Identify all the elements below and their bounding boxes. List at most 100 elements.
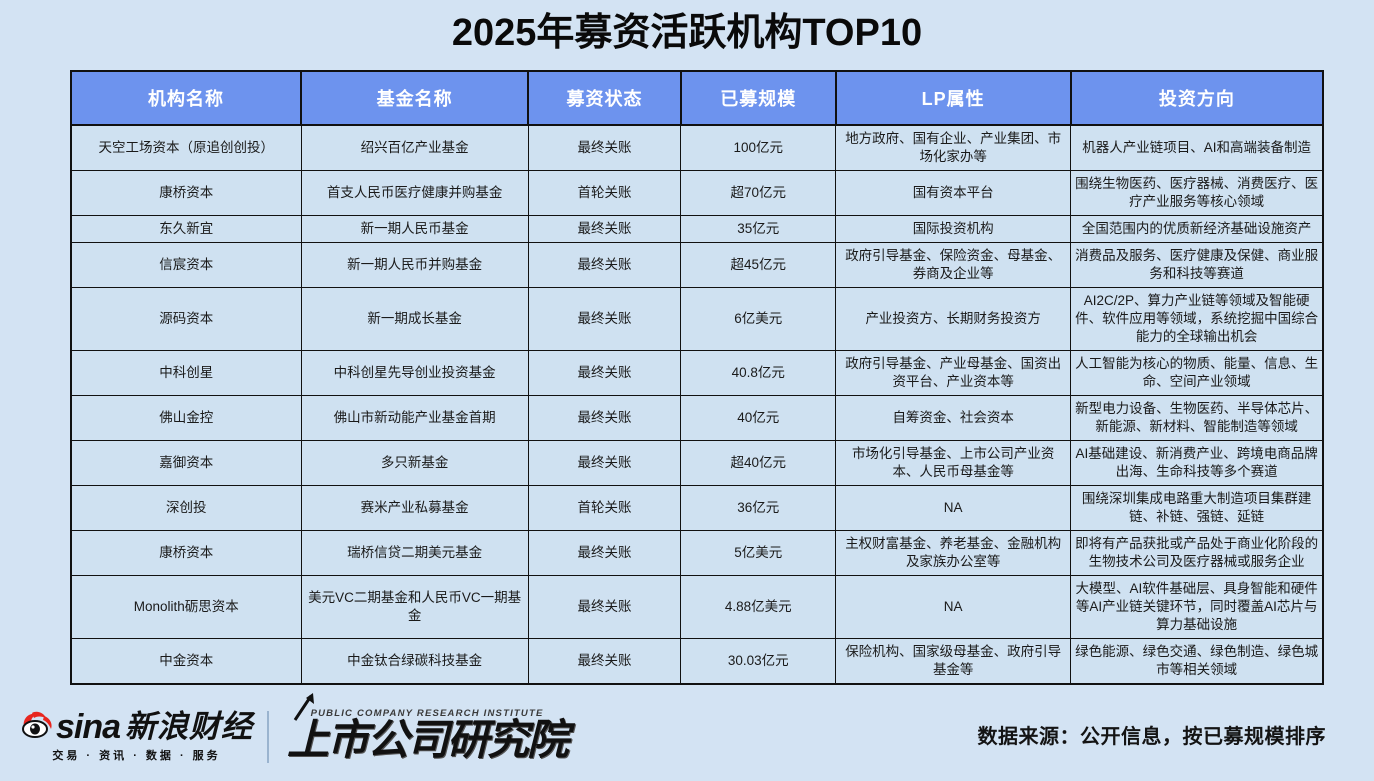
cell-institution: 中金资本 [70, 638, 302, 685]
cell-status: 最终关账 [527, 575, 682, 639]
cell-fund: 新一期人民币基金 [300, 215, 529, 243]
table-row: 信宸资本 新一期人民币并购基金 最终关账 超45亿元 政府引导基金、保险资金、母基金、券… [70, 242, 1324, 288]
cell-scale: 超40亿元 [680, 440, 837, 486]
cell-status: 最终关账 [527, 350, 682, 396]
cell-direction: 大模型、AI软件基础层、具身智能和硬件等AI产业链关键环节，同时覆盖AI芯片与算… [1070, 575, 1324, 639]
cell-lp: 政府引导基金、产业母基金、国资出资平台、产业资本等 [835, 350, 1072, 396]
ranking-table-container: 机构名称 基金名称 募资状态 已募规模 LP属性 投资方向 天空工场资本（原追创… [69, 70, 1325, 685]
cell-fund: 美元VC二期基金和人民币VC一期基金 [300, 575, 529, 639]
cell-scale: 40.8亿元 [680, 350, 837, 396]
cell-institution: 源码资本 [70, 287, 302, 351]
cell-fund: 多只新基金 [300, 440, 529, 486]
table-row: 嘉御资本 多只新基金 最终关账 超40亿元 市场化引导基金、上市公司产业资本、人民币母基… [70, 440, 1324, 486]
page-title: 2025年募资活跃机构TOP10 [451, 12, 923, 54]
cell-scale: 35亿元 [680, 215, 837, 243]
cell-institution: 中科创星 [70, 350, 302, 396]
cell-institution: 天空工场资本（原追创创投） [70, 124, 302, 171]
cell-institution: 东久新宜 [70, 215, 302, 243]
sina-tagline: 交易 · 资讯 · 数据 · 服务 [52, 750, 221, 762]
cell-fund: 佛山市新动能产业基金首期 [300, 395, 529, 441]
cell-status: 最终关账 [527, 530, 682, 576]
table-body: 天空工场资本（原追创创投） 绍兴百亿产业基金 最终关账 100亿元 地方政府、国有企业、… [70, 124, 1324, 685]
cell-fund: 赛米产业私募基金 [300, 485, 529, 531]
cell-status: 首轮关账 [527, 485, 682, 531]
cell-institution: 信宸资本 [70, 242, 302, 288]
cell-status: 最终关账 [527, 638, 682, 685]
cell-scale: 100亿元 [680, 124, 837, 171]
cell-scale: 4.88亿美元 [680, 575, 837, 639]
institute-english-name: PUBLIC COMPANY RESEARCH INSTITUTE [310, 708, 544, 719]
column-header-lp: LP属性 [834, 70, 1072, 126]
cell-lp: 地方政府、国有企业、产业集团、市场化家办等 [835, 124, 1072, 171]
cell-scale: 30.03亿元 [680, 638, 837, 685]
sina-chinese-name: 新浪财经 [125, 709, 254, 744]
cell-direction: 人工智能为核心的物质、能量、信息、生命、空间产业领域 [1070, 350, 1324, 396]
cell-fund: 首支人民币医疗健康并购基金 [300, 170, 529, 216]
cell-fund: 新一期人民币并购基金 [300, 242, 529, 288]
column-header-institution: 机构名称 [69, 70, 303, 126]
cell-direction: 即将有产品获批或产品处于商业化阶段的生物技术公司及医疗器械或服务企业 [1070, 530, 1324, 576]
cell-direction: 围绕生物医药、医疗器械、消费医疗、医疗产业服务等核心领域 [1070, 170, 1324, 216]
cell-institution: 深创投 [70, 485, 302, 531]
cell-lp: 自筹资金、社会资本 [835, 395, 1072, 441]
cell-lp: 国际投资机构 [835, 215, 1072, 243]
table-row: 佛山金控 佛山市新动能产业基金首期 最终关账 40亿元 自筹资金、社会资本 新型电力设备、… [70, 395, 1324, 441]
table-row: 东久新宜 新一期人民币基金 最终关账 35亿元 国际投资机构 全国范围内的优质新经济基础设… [70, 215, 1324, 243]
cell-direction: 消费品及服务、医疗健康及保健、商业服务和科技等赛道 [1070, 242, 1324, 288]
cell-scale: 超45亿元 [680, 242, 837, 288]
cell-scale: 36亿元 [680, 485, 837, 531]
cell-direction: 新型电力设备、生物医药、半导体芯片、新能源、新材料、智能制造等领域 [1070, 395, 1324, 441]
cell-fund: 中金钛合绿碳科技基金 [300, 638, 529, 685]
cell-fund: 中科创星先导创业投资基金 [300, 350, 529, 396]
table-row: 康桥资本 首支人民币医疗健康并购基金 首轮关账 超70亿元 国有资本平台 围绕生物医药、医… [70, 170, 1324, 216]
cell-direction: AI2C/2P、算力产业链等领域及智能硬件、软件应用等领域，系统挖掘中国综合能力… [1070, 287, 1324, 351]
institute-chinese-name: 上市公司研究院 [287, 716, 569, 763]
cell-lp: 主权财富基金、养老基金、金融机构及家族办公室等 [835, 530, 1072, 576]
ranking-table: 机构名称 基金名称 募资状态 已募规模 LP属性 投资方向 天空工场资本（原追创… [69, 70, 1325, 685]
cell-lp: NA [835, 485, 1072, 531]
cell-scale: 40亿元 [680, 395, 837, 441]
cell-lp: 市场化引导基金、上市公司产业资本、人民币母基金等 [835, 440, 1072, 486]
cell-direction: 围绕深圳集成电路重大制造项目集群建链、补链、强链、延链 [1070, 485, 1324, 531]
cell-institution: 康桥资本 [70, 530, 302, 576]
cell-fund: 瑞桥信贷二期美元基金 [300, 530, 529, 576]
cell-scale: 5亿美元 [680, 530, 837, 576]
table-row: 中金资本 中金钛合绿碳科技基金 最终关账 30.03亿元 保险机构、国家级母基金、政府引… [70, 638, 1324, 685]
growth-arrow-icon [293, 692, 315, 722]
column-header-scale: 已募规模 [679, 70, 837, 126]
cell-institution: 嘉御资本 [70, 440, 302, 486]
cell-status: 最终关账 [527, 215, 682, 243]
sina-eye-icon [20, 711, 54, 741]
cell-direction: 机器人产业链项目、AI和高端装备制造 [1070, 124, 1324, 171]
cell-lp: 保险机构、国家级母基金、政府引导基金等 [835, 638, 1072, 685]
table-row: Monolith砺思资本 美元VC二期基金和人民币VC一期基金 最终关账 4.88亿美… [70, 575, 1324, 639]
cell-lp: NA [835, 575, 1072, 639]
cell-status: 最终关账 [527, 440, 682, 486]
source-note: 数据来源：公开信息，按已募规模排序 [977, 726, 1326, 748]
table-row: 源码资本 新一期成长基金 最终关账 6亿美元 产业投资方、长期财务投资方 AI2C/2P、… [70, 287, 1324, 351]
sina-logo-top: sina 新浪财经 [20, 709, 254, 744]
table-head: 机构名称 基金名称 募资状态 已募规模 LP属性 投资方向 [69, 70, 1325, 126]
cell-direction: AI基础建设、新消费产业、跨境电商品牌出海、生命科技等多个赛道 [1070, 440, 1324, 486]
column-header-fund: 基金名称 [300, 70, 530, 126]
cell-status: 首轮关账 [527, 170, 682, 216]
research-institute-logo: PUBLIC COMPANY RESEARCH INSTITUTE 上市公司研究… [287, 693, 569, 763]
column-header-direction: 投资方向 [1069, 70, 1325, 126]
cell-status: 最终关账 [527, 124, 682, 171]
cell-scale: 超70亿元 [680, 170, 837, 216]
column-header-status: 募资状态 [527, 70, 682, 126]
cell-lp: 政府引导基金、保险资金、母基金、券商及企业等 [835, 242, 1072, 288]
cell-scale: 6亿美元 [680, 287, 837, 351]
cell-lp: 产业投资方、长期财务投资方 [835, 287, 1072, 351]
table-row: 中科创星 中科创星先导创业投资基金 最终关账 40.8亿元 政府引导基金、产业母基金、国… [70, 350, 1324, 396]
cell-institution: Monolith砺思资本 [70, 575, 302, 639]
cell-lp: 国有资本平台 [835, 170, 1072, 216]
cell-direction: 绿色能源、绿色交通、绿色制造、绿色城市等相关领域 [1070, 638, 1324, 685]
cell-direction: 全国范围内的优质新经济基础设施资产 [1070, 215, 1324, 243]
cell-status: 最终关账 [527, 395, 682, 441]
sina-finance-logo: sina 新浪财经 交易 · 资讯 · 数据 · 服务 [20, 709, 270, 763]
table-row: 康桥资本 瑞桥信贷二期美元基金 最终关账 5亿美元 主权财富基金、养老基金、金融机构及家… [70, 530, 1324, 576]
cell-fund: 绍兴百亿产业基金 [300, 124, 529, 171]
cell-status: 最终关账 [527, 287, 682, 351]
